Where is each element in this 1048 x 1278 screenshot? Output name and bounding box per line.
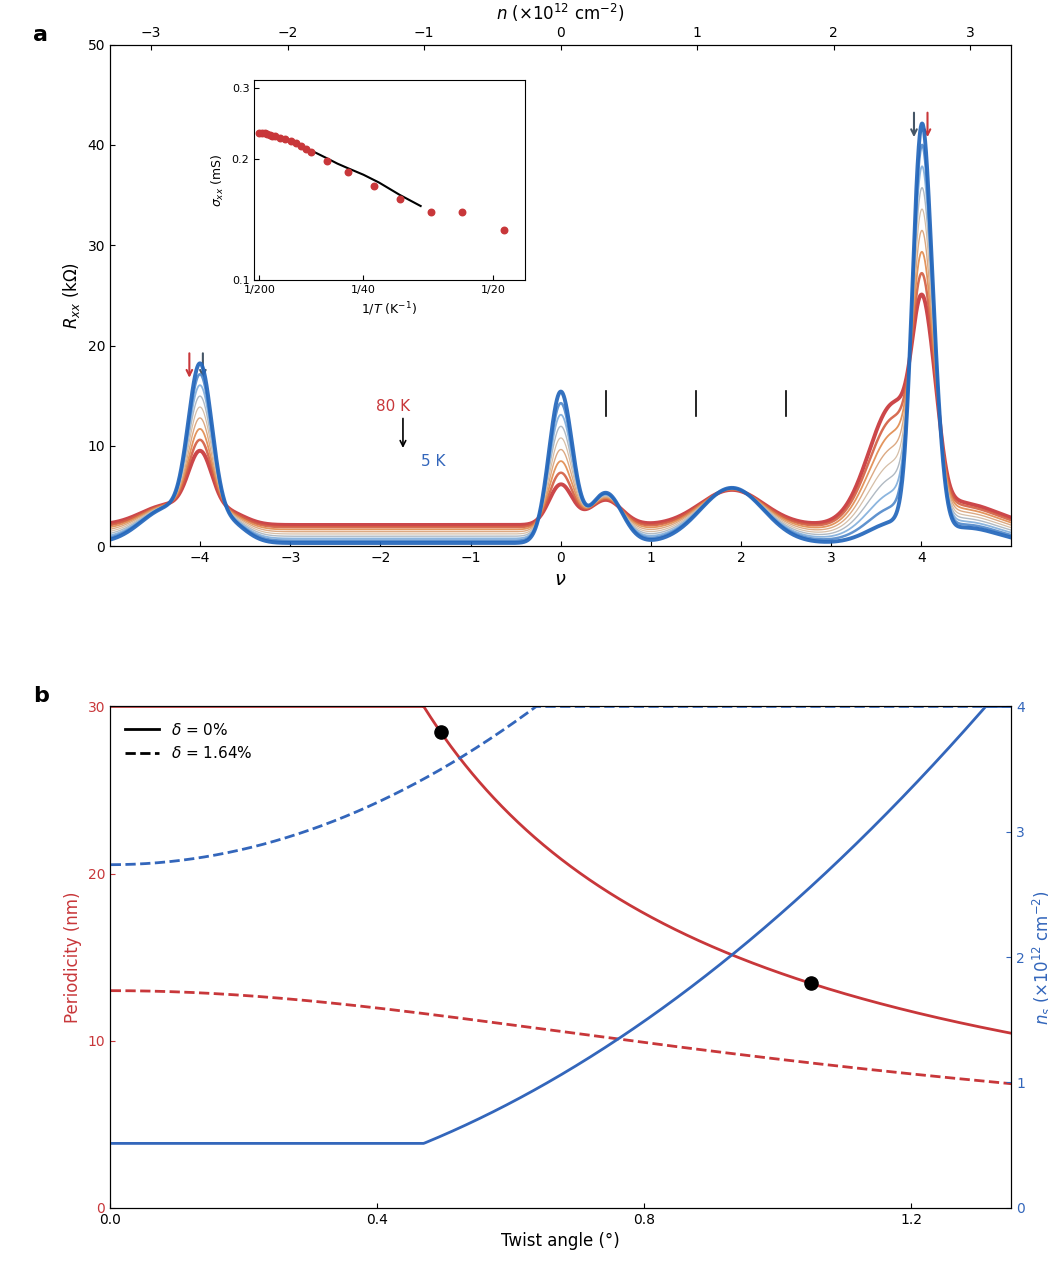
Y-axis label: $n_s$ ($\times$10$^{12}$ cm$^{-2}$): $n_s$ ($\times$10$^{12}$ cm$^{-2}$): [1030, 889, 1048, 1025]
Text: a: a: [34, 24, 48, 45]
X-axis label: $n$ ($\times$10$^{12}$ cm$^{-2}$): $n$ ($\times$10$^{12}$ cm$^{-2}$): [497, 3, 625, 24]
Y-axis label: Periodicity (nm): Periodicity (nm): [64, 891, 82, 1022]
X-axis label: Twist angle (°): Twist angle (°): [501, 1232, 620, 1250]
Point: [803, 973, 820, 993]
X-axis label: $\nu$: $\nu$: [554, 570, 567, 589]
Text: b: b: [34, 686, 49, 707]
Y-axis label: $R_{xx}$ (k$\Omega$): $R_{xx}$ (k$\Omega$): [61, 262, 82, 328]
Text: 5 K: 5 K: [421, 454, 445, 469]
Text: 80 K: 80 K: [376, 399, 410, 414]
Legend: $\delta$ = 0%, $\delta$ = 1.64%: $\delta$ = 0%, $\delta$ = 1.64%: [117, 714, 260, 769]
Point: [432, 722, 449, 743]
